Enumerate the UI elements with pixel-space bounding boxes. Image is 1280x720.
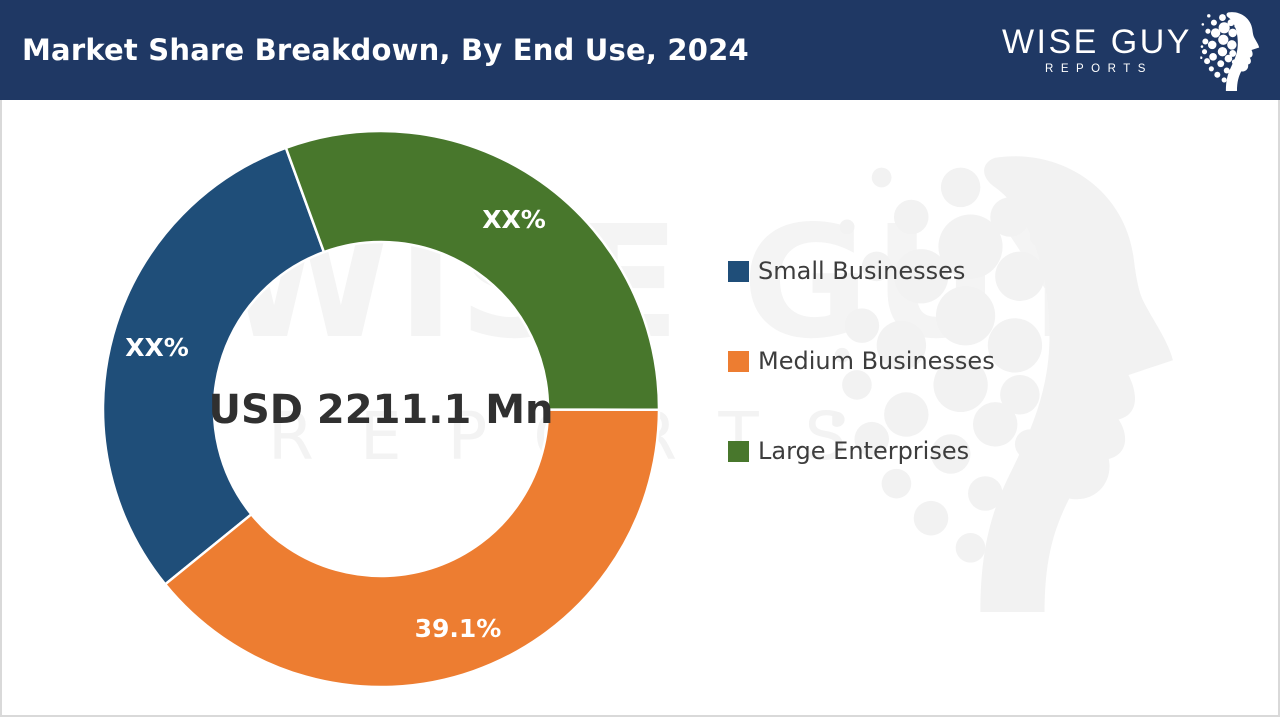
legend-label: Medium Businesses [758, 347, 995, 375]
legend-label: Large Enterprises [758, 437, 970, 465]
legend-item-large-enterprises: Large Enterprises [728, 437, 995, 465]
page-title: Market Share Breakdown, By End Use, 2024 [22, 33, 749, 67]
slice-label: 39.1% [415, 614, 502, 643]
legend-label: Small Businesses [758, 257, 966, 285]
legend-item-small-businesses: Small Businesses [728, 257, 995, 285]
donut-slice-large-enterprises [284, 129, 661, 412]
legend-swatch-large-enterprises [728, 440, 749, 462]
legend-item-medium-businesses: Medium Businesses [728, 347, 995, 375]
chart-legend: Small Businesses Medium Businesses Large… [728, 257, 995, 527]
header: Market Share Breakdown, By End Use, 2024… [0, 0, 1280, 100]
donut-slice-medium-businesses [163, 408, 661, 689]
donut-slice-labels: XX% 39.1% XX% [125, 205, 546, 643]
slice-label: XX% [482, 205, 546, 234]
donut-slices [101, 129, 661, 689]
wise-guy-logo: WISE GUY REPORTS [1002, 9, 1262, 91]
head-profile-icon [1200, 9, 1262, 91]
logo-tagline: REPORTS [1045, 63, 1153, 76]
donut-slice-small-businesses [101, 146, 326, 586]
logo-wordmark-block: WISE GUY REPORTS [1001, 22, 1192, 76]
legend-swatch-medium-businesses [728, 350, 749, 372]
slice-label: XX% [125, 333, 189, 362]
logo-wordmark: WISE GUY [1001, 22, 1192, 61]
chart-center-value: USD 2211.1 Mn [209, 387, 554, 433]
legend-swatch-small-businesses [728, 260, 749, 282]
